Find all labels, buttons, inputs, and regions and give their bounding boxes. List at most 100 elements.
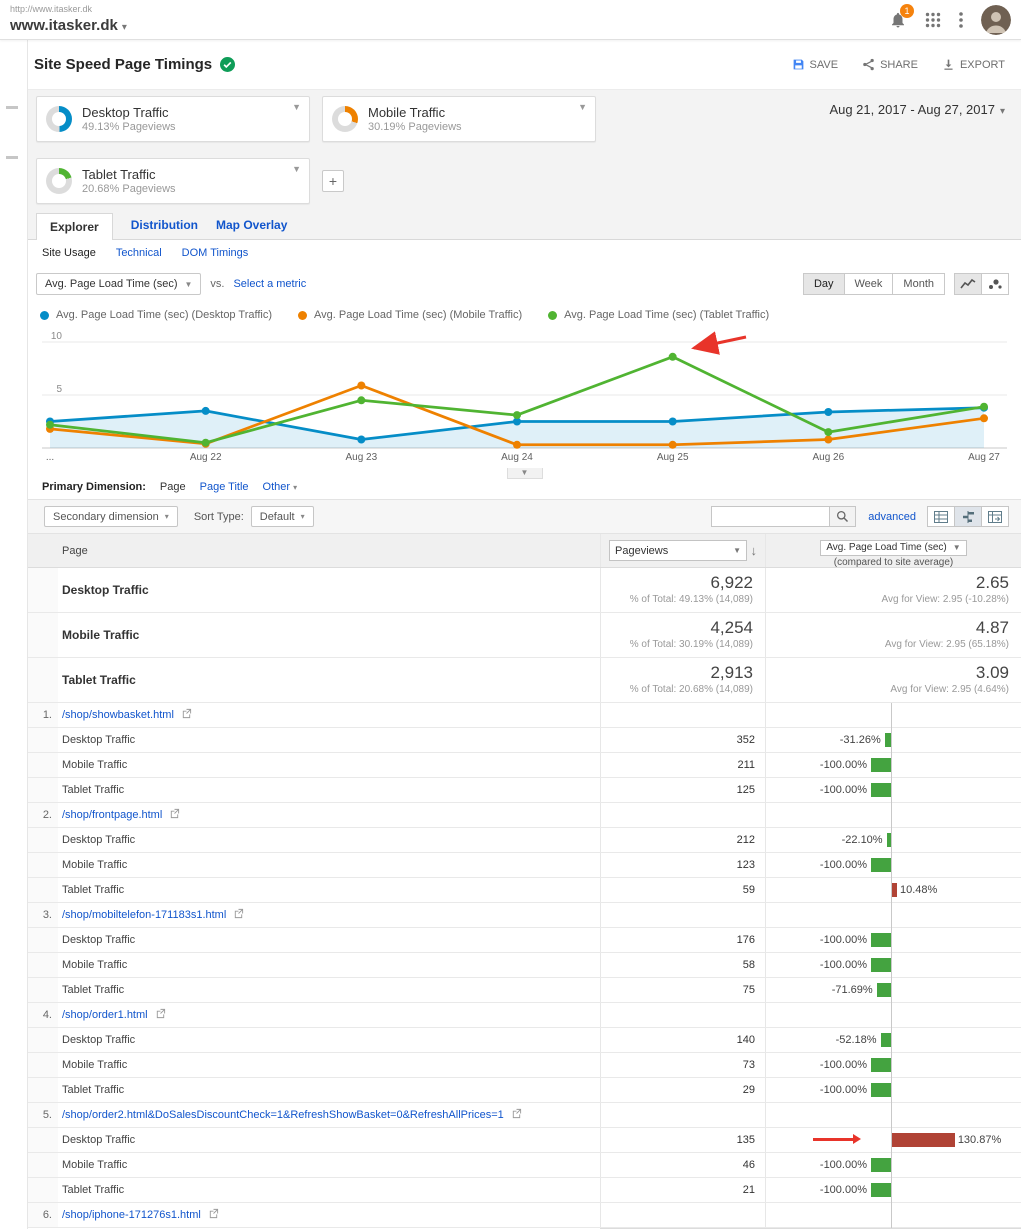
page-link[interactable]: /shop/mobiltelefon-171183s1.html — [62, 909, 227, 921]
metric-selector[interactable]: Avg. Page Load Time (sec) ▼ — [36, 273, 202, 295]
motion-chart-view-button[interactable] — [981, 273, 1009, 295]
segment-row: Desktop Traffic 140 -52.18% — [28, 1028, 1021, 1053]
subtab-technical[interactable]: Technical — [115, 247, 162, 259]
kebab-menu-icon — [959, 12, 963, 28]
granularity-day[interactable]: Day — [802, 273, 845, 295]
chevron-down-icon[interactable]: ▼ — [292, 164, 301, 174]
page-link[interactable]: /shop/frontpage.html — [62, 809, 163, 821]
view-table-button[interactable] — [927, 506, 955, 527]
pageviews-cell — [600, 1103, 765, 1127]
external-link-icon[interactable] — [169, 806, 180, 824]
row-segment-label: Mobile Traffic — [62, 1059, 128, 1071]
sort-direction-icon[interactable]: ↓ — [750, 543, 758, 558]
external-link-icon[interactable] — [208, 1206, 219, 1224]
page-link[interactable]: /shop/order1.html — [62, 1009, 148, 1021]
segment-row: Tablet Traffic 29 -100.00% — [28, 1078, 1021, 1103]
share-icon — [863, 58, 874, 71]
chart-legend: Avg. Page Load Time (sec) (Desktop Traff… — [28, 302, 1021, 328]
external-link-icon[interactable] — [155, 1006, 166, 1024]
svg-text:Aug 23: Aug 23 — [345, 452, 377, 463]
add-segment-button[interactable]: + — [322, 170, 344, 192]
delta-label: 130.87% — [957, 1134, 1002, 1146]
delta-label: -100.00% — [819, 784, 867, 796]
share-button[interactable]: SHARE — [862, 58, 918, 71]
granularity-week[interactable]: Week — [843, 273, 894, 295]
page-link[interactable]: /shop/iphone-171276s1.html — [62, 1209, 201, 1221]
delta-bar — [871, 1183, 891, 1197]
sort-type-button[interactable]: Default ▾ — [250, 506, 314, 527]
summary-pageviews-note: % of Total: 30.19% (14,089) — [629, 639, 753, 650]
row-index: 6. — [28, 1203, 58, 1227]
export-button[interactable]: EXPORT — [942, 58, 1005, 71]
comparison-view-icon — [963, 510, 974, 523]
tab-explorer[interactable]: Explorer — [36, 213, 113, 240]
select-metric-link[interactable]: Select a metric — [233, 278, 307, 290]
summary-avg-cell: 2.65 Avg for View: 2.95 (-10.28%) — [765, 568, 1021, 612]
delta-cell: -100.00% — [765, 928, 1021, 953]
segment-detail: 20.68% Pageviews — [82, 183, 176, 195]
chart-type-group — [954, 273, 1009, 295]
report-header: Site Speed Page Timings SAVE SHARE EXPOR… — [28, 40, 1021, 90]
view-comparison-button[interactable] — [954, 506, 982, 527]
advanced-search-link[interactable]: advanced — [868, 510, 916, 523]
vs-label: vs. — [210, 278, 225, 290]
line-chart-view-button[interactable] — [954, 273, 982, 295]
account-switcher[interactable]: www.itasker.dk ▾ — [10, 17, 127, 34]
external-link-icon[interactable] — [233, 906, 244, 924]
chevron-down-icon[interactable]: ▼ — [292, 102, 301, 112]
save-button[interactable]: SAVE — [792, 58, 838, 71]
table-search-input[interactable] — [711, 506, 830, 527]
date-range-selector[interactable]: Aug 21, 2017 - Aug 27, 2017 ▾ — [829, 102, 1005, 117]
view-toggle-group — [927, 506, 1009, 527]
row-index-cell — [28, 613, 58, 657]
row-pageviews: 211 — [600, 753, 765, 777]
primary-dim-page-title[interactable]: Page Title — [199, 481, 249, 493]
metric-row: Avg. Page Load Time (sec) ▼ vs. Select a … — [28, 266, 1021, 302]
user-avatar[interactable] — [981, 5, 1011, 35]
view-pivot-button[interactable] — [981, 506, 1009, 527]
row-segment-label: Desktop Traffic — [62, 734, 136, 746]
delta-bar — [871, 1158, 891, 1172]
pageviews-column-selector[interactable]: Pageviews ▼ — [609, 540, 747, 561]
page-row: 6. /shop/iphone-171276s1.html — [28, 1203, 1021, 1228]
more-menu-button[interactable] — [959, 12, 963, 28]
primary-dimension-label: Primary Dimension: — [42, 481, 146, 493]
legend-dot-icon — [548, 310, 558, 320]
segment-row: Mobile Traffic 46 -100.00% — [28, 1153, 1021, 1178]
subtab-dom-timings[interactable]: DOM Timings — [181, 247, 249, 259]
page-link[interactable]: /shop/order2.html&DoSalesDiscountCheck=1… — [62, 1109, 504, 1121]
secondary-dimension-button[interactable]: Secondary dimension ▾ — [44, 506, 178, 527]
summary-name-cell: Tablet Traffic — [58, 658, 600, 702]
row-segment-label: Desktop Traffic — [62, 834, 136, 846]
segment-donut-icon — [46, 106, 72, 132]
page-row: 2. /shop/frontpage.html — [28, 803, 1021, 828]
delta-label: -100.00% — [819, 859, 867, 871]
row-index-cell — [28, 658, 58, 702]
tab-distribution[interactable]: Distribution — [130, 218, 199, 232]
segment-card-desktop[interactable]: Desktop Traffic 49.13% Pageviews ▼ — [36, 96, 310, 142]
collapsed-nav-rail[interactable] — [0, 40, 28, 1229]
segment-card-tablet[interactable]: Tablet Traffic 20.68% Pageviews ▼ — [36, 158, 310, 204]
legend-item: Avg. Page Load Time (sec) (Mobile Traffi… — [298, 309, 522, 321]
primary-dim-other[interactable]: Other ▾ — [263, 481, 298, 493]
date-range-value: Aug 21, 2017 - Aug 27, 2017 — [829, 102, 995, 117]
page-link[interactable]: /shop/showbasket.html — [62, 709, 174, 721]
subtab-site-usage[interactable]: Site Usage — [42, 247, 96, 259]
search-button[interactable] — [829, 506, 857, 527]
chevron-down-icon[interactable]: ▼ — [578, 102, 587, 112]
external-link-icon[interactable] — [181, 706, 192, 724]
primary-dim-page[interactable]: Page — [159, 481, 186, 493]
chart-date-expander[interactable]: ▼ — [506, 468, 543, 479]
column-header-page[interactable]: Page — [62, 545, 88, 557]
segment-card-mobile[interactable]: Mobile Traffic 30.19% Pageviews ▼ — [322, 96, 596, 142]
external-link-icon[interactable] — [511, 1106, 522, 1124]
apps-grid-button[interactable] — [925, 12, 941, 28]
notifications-button[interactable]: 1 — [889, 4, 914, 29]
segment-row: Tablet Traffic 59 10.48% — [28, 878, 1021, 903]
summary-avg-value: 3.09 — [975, 663, 1009, 682]
avg-column-selector[interactable]: Avg. Page Load Time (sec) ▼ — [820, 539, 967, 556]
segment-name: Desktop Traffic — [82, 105, 169, 120]
granularity-month[interactable]: Month — [892, 273, 945, 295]
tab-map-overlay[interactable]: Map Overlay — [216, 218, 288, 232]
